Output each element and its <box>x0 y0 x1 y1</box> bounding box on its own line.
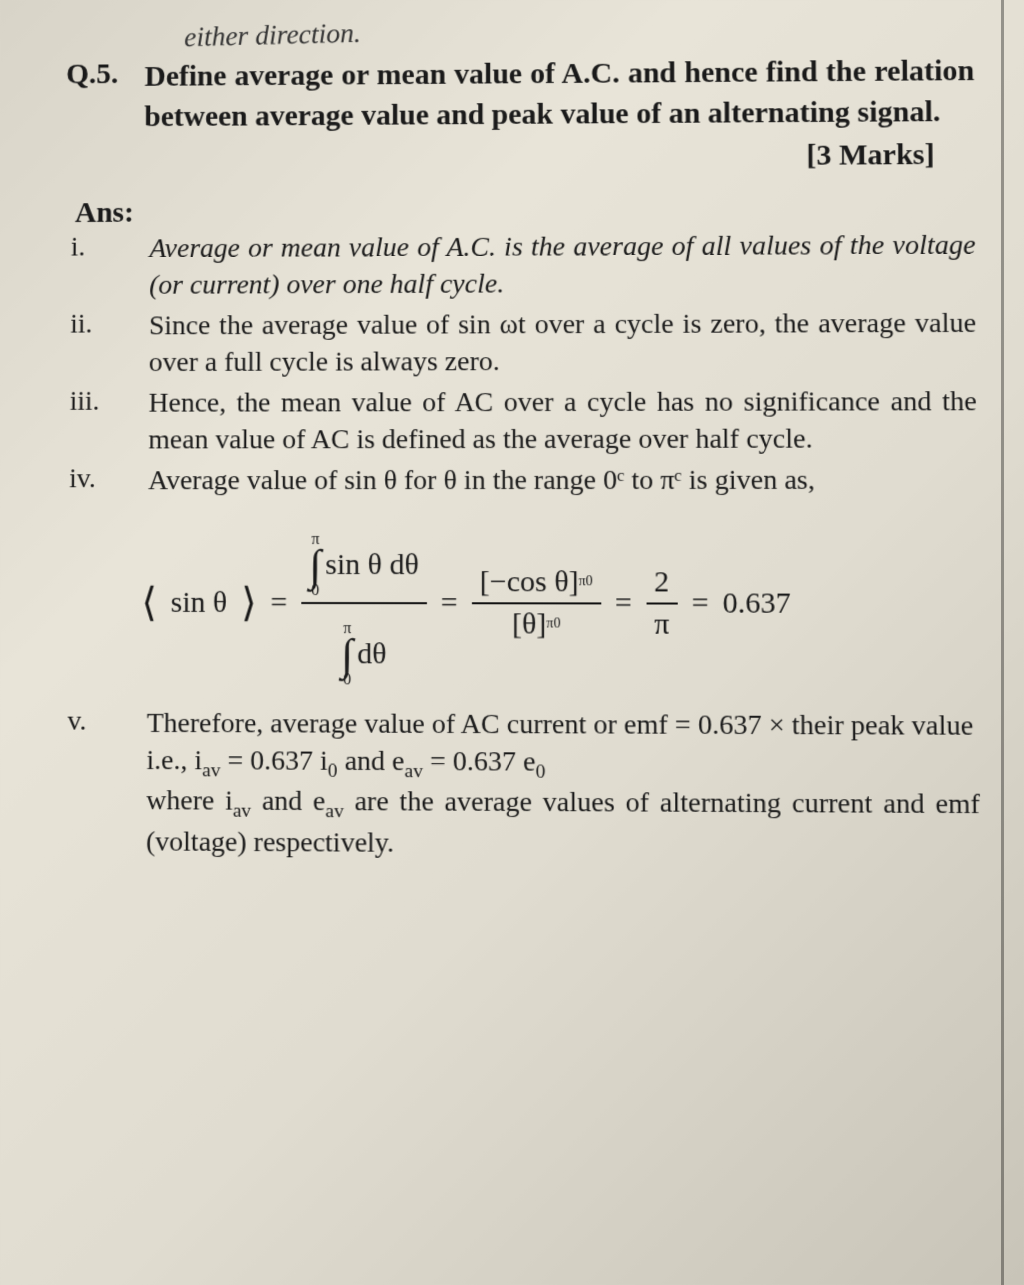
v-line2-b: = 0.637 i <box>220 745 327 777</box>
question-number: Q.5. <box>66 57 145 91</box>
answer-label: Ans: <box>75 192 976 230</box>
simple-fraction: 2 π <box>646 565 678 642</box>
question-text: Define average or mean value of A.C. and… <box>144 51 975 137</box>
bracket-fraction: [−cos θ]π0 [θ]π0 <box>472 565 601 642</box>
previous-line-fragment: either direction. <box>184 3 974 54</box>
v-line3-a: where i <box>146 786 233 818</box>
textbook-page: either direction. Q.5. Define average or… <box>1 0 1024 891</box>
question-row: Q.5. Define average or mean value of A.C… <box>66 51 975 137</box>
int-lower: 0 <box>343 672 351 688</box>
answer-item: ii. Since the average value of sin ωt ov… <box>64 306 977 382</box>
equals-3: = <box>615 586 632 620</box>
item-number: v. <box>61 706 146 738</box>
marks-label: [3 Marks] <box>65 138 934 177</box>
answer-item: i. Average or mean value of A.C. is the … <box>64 228 976 305</box>
integral-sign-icon: ∫ <box>341 637 353 672</box>
item-text: Therefore, average value of AC current o… <box>146 706 980 866</box>
item-text: Hence, the mean value of AC over a cycle… <box>148 384 977 459</box>
item-number: iv. <box>63 463 148 495</box>
integral-sign-icon: ∫ <box>309 548 321 583</box>
integral-bottom: π ∫ 0 <box>341 621 353 688</box>
frac-num: 2 <box>646 565 677 604</box>
integral-top: π ∫ 0 <box>309 532 321 599</box>
sub-0: 0 <box>536 761 546 782</box>
sub-0: 0 <box>328 760 338 781</box>
lhs-close: ⟩ <box>241 579 257 626</box>
item-number: iii. <box>64 386 149 418</box>
bracket-den-upper: π <box>546 616 553 632</box>
v-line3-b: and e <box>251 786 325 818</box>
sub-av: av <box>404 761 423 782</box>
int-lower: 0 <box>311 583 319 599</box>
lhs-open: ⟨ <box>141 579 157 626</box>
result-value: 0.637 <box>723 586 791 620</box>
formula-block: ⟨ sin θ ⟩ = π ∫ 0 sin θ dθ π ∫ <box>141 518 979 690</box>
bracket-num-lower: 0 <box>586 574 593 590</box>
bracket-num: [−cos θ] <box>480 565 579 599</box>
frac-den: π <box>646 604 677 641</box>
v-line2-d: = 0.637 e <box>423 746 536 778</box>
integral-fraction: π ∫ 0 sin θ dθ π ∫ 0 dθ <box>301 518 427 689</box>
item-text: Since the average value of sin ωt over a… <box>149 306 977 382</box>
integrand-top: sin θ dθ <box>325 548 419 582</box>
answer-item: iii. Hence, the mean value of AC over a … <box>63 384 977 459</box>
answer-item: v. Therefore, average value of AC curren… <box>61 706 981 866</box>
sub-av: av <box>233 801 252 822</box>
bracket-den-lower: 0 <box>554 616 561 632</box>
item-text: Average or mean value of A.C. is the ave… <box>149 228 976 305</box>
v-line1: Therefore, average value of AC current o… <box>147 708 974 742</box>
answer-item: iv. Average value of sin θ for θ in the … <box>63 462 977 500</box>
equals-1: = <box>271 586 288 620</box>
bracket-den: [θ] <box>512 607 546 641</box>
item-number: i. <box>65 232 150 264</box>
v-line2-a: i.e., i <box>146 745 202 776</box>
bracket-num-upper: π <box>579 574 586 590</box>
sub-av: av <box>202 760 221 781</box>
equals-4: = <box>691 586 708 620</box>
equals-2: = <box>441 586 458 620</box>
lhs-expr: sin θ <box>171 586 228 620</box>
v-line2-c: and e <box>338 746 405 777</box>
item-number: ii. <box>64 308 149 340</box>
sub-av: av <box>325 801 344 822</box>
item-text: Average value of sin θ for θ in the rang… <box>148 462 978 500</box>
integrand-bottom: dθ <box>357 638 386 672</box>
